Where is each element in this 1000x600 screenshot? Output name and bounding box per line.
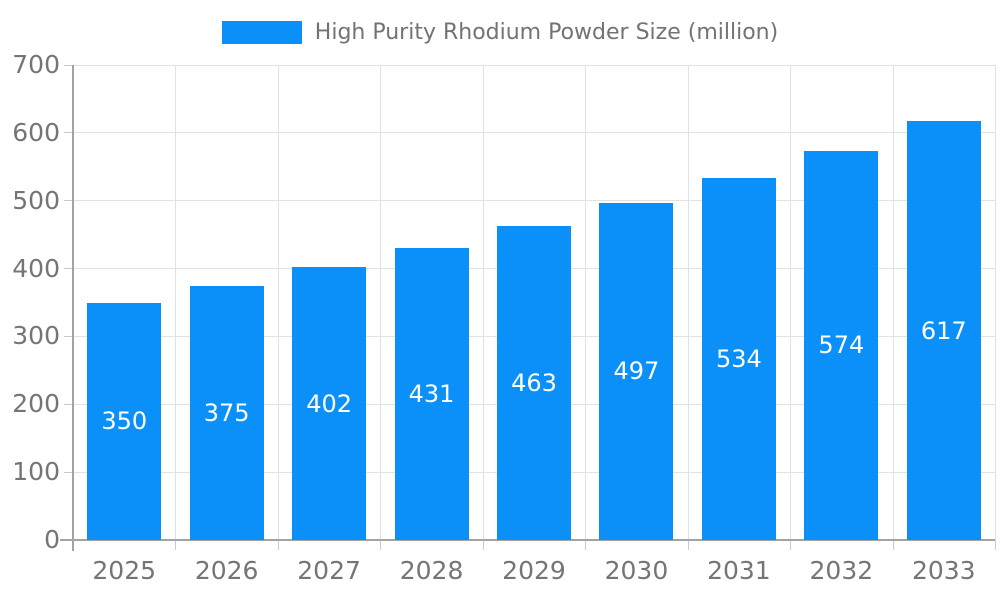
x-tick-label: 2033: [911, 556, 976, 585]
bar-value-label: 431: [408, 379, 455, 408]
y-tick-label: 500: [12, 185, 60, 215]
x-axis-line: [60, 539, 995, 541]
bar[interactable]: [599, 202, 674, 540]
y-axis-tick: [64, 268, 73, 270]
y-tick-label: 100: [12, 457, 60, 487]
gridline-vertical: [380, 65, 382, 540]
x-tick-label: 2029: [502, 556, 566, 585]
legend-swatch: [221, 20, 302, 44]
gridline-vertical: [175, 65, 177, 540]
x-tick-label: 2027: [297, 556, 361, 585]
gridline-horizontal: [73, 132, 995, 134]
x-axis-tick: [175, 540, 177, 550]
gridline-vertical: [482, 65, 484, 540]
x-tick-label: 2025: [92, 556, 157, 585]
y-tick-label: 0: [44, 525, 60, 554]
gridline-vertical: [277, 65, 279, 540]
gridline-vertical: [687, 65, 689, 540]
x-axis-tick: [995, 540, 996, 550]
bar[interactable]: [701, 177, 776, 540]
bar-value-label: 375: [203, 398, 250, 427]
bar-value-label: 497: [613, 357, 660, 386]
gridline-vertical: [892, 65, 894, 540]
x-tick-label: 2028: [399, 556, 464, 585]
x-axis-tick: [892, 540, 894, 550]
bar-value-label: 574: [818, 331, 865, 360]
gridline-vertical: [995, 65, 996, 540]
x-tick-label: 2030: [604, 556, 669, 585]
bar[interactable]: [394, 247, 469, 540]
bar-value-label: 463: [511, 368, 557, 397]
y-axis-tick: [64, 403, 73, 405]
y-axis-line: [72, 65, 74, 551]
bar-value-label: 350: [101, 407, 148, 436]
x-axis-tick: [687, 540, 689, 550]
y-axis-tick: [64, 471, 73, 473]
x-axis-tick: [482, 540, 484, 550]
x-axis-tick: [790, 540, 792, 550]
y-tick-label: 700: [12, 50, 60, 79]
gridline-horizontal: [73, 64, 995, 66]
x-axis-tick: [277, 540, 279, 550]
x-axis-tick: [585, 540, 587, 550]
legend-label: High Purity Rhodium Powder Size (million…: [314, 19, 779, 45]
y-axis-tick: [64, 200, 73, 202]
y-axis-tick: [64, 335, 73, 337]
bar[interactable]: [804, 150, 879, 540]
bar-value-label: 534: [715, 344, 762, 373]
bar-value-label: 617: [920, 316, 967, 345]
chart-legend[interactable]: High Purity Rhodium Powder Size (million…: [0, 18, 1000, 46]
gridline-vertical: [585, 65, 587, 540]
bar[interactable]: [87, 302, 162, 540]
y-axis-tick: [64, 64, 73, 66]
x-axis-tick: [380, 540, 382, 550]
bar[interactable]: [906, 121, 981, 540]
y-tick-label: 300: [12, 321, 60, 351]
y-tick-label: 600: [12, 117, 60, 147]
bar[interactable]: [292, 267, 367, 540]
y-axis-tick: [64, 132, 73, 134]
bar[interactable]: [189, 285, 264, 540]
x-tick-label: 2031: [707, 556, 771, 585]
x-tick-label: 2032: [809, 556, 874, 585]
gridline-horizontal: [73, 200, 995, 202]
y-tick-label: 400: [12, 253, 60, 283]
x-tick-label: 2026: [194, 556, 259, 585]
bar-value-label: 402: [306, 389, 353, 418]
y-tick-label: 200: [12, 389, 60, 419]
gridline-vertical: [790, 65, 792, 540]
bar[interactable]: [497, 225, 571, 540]
